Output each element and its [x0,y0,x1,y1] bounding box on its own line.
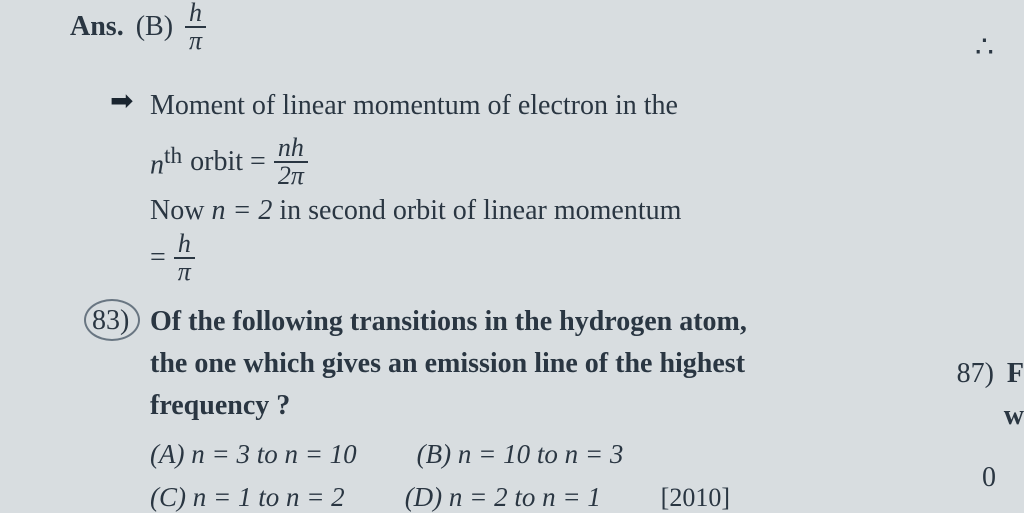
result-numerator: h [174,231,195,257]
question-year: [2010] [661,483,730,513]
orbit-numerator: nh [274,135,308,161]
result-denominator: π [174,257,195,285]
option-b: (B) n = 10 to n = 3 [417,439,624,470]
result-fraction: h π [174,231,195,285]
option-d: (D) n = 2 to n = 1 [405,482,601,513]
options-row-2: (C) n = 1 to n = 2 (D) n = 2 to n = 1 [70,482,860,513]
answer-label: Ans. [70,11,124,43]
partial-letter-f: F [1007,358,1024,390]
orbit-prefix-text: orbit = [190,146,266,178]
orbit-fraction: nh 2π [274,135,308,189]
option-c: (C) n = 1 to n = 2 [150,482,345,513]
main-column: Ans. (B) h π ➡ Moment of linear momentum… [40,0,860,513]
question-83: 83) Of the following transitions in the … [70,301,860,513]
now-pre: Now [150,195,211,226]
result-equation: = h π [70,231,860,285]
partial-letter-w: w [1004,400,1024,432]
equals-sign: = [150,242,166,274]
question-87-number: 87) [957,358,994,390]
orbit-n: nth [150,143,182,181]
therefore-symbol: ∴ [975,30,994,65]
right-column-partial: ∴ 87) F w 0 [894,0,1024,504]
question-number: 83) [92,305,129,337]
fraction-denominator: π [185,26,206,54]
partial-zero: 0 [982,462,996,494]
fraction-numerator: h [185,0,206,26]
solution-line-1: Moment of linear momentum of electron in… [70,84,860,129]
option-a: (A) n = 3 to n = 10 [150,439,357,470]
arrow-icon: ➡ [110,84,133,118]
now-line: Now n = 2 in second orbit of linear mome… [70,195,860,227]
answer-option: (B) [136,11,173,43]
orbit-equation: nth orbit = nh 2π [70,135,860,189]
solution-block: ➡ Moment of linear momentum of electron … [70,84,860,285]
question-text: Of the following transitions in the hydr… [70,301,860,427]
options-row-1: (A) n = 3 to n = 10 (B) n = 10 to n = 3 [70,439,860,470]
now-eq: n = 2 [211,195,272,226]
now-post: in second orbit of linear momentum [272,195,681,226]
answer-line: Ans. (B) h π [70,0,860,54]
page-container: Ans. (B) h π ➡ Moment of linear momentum… [0,0,1024,504]
orbit-denominator: 2π [274,161,308,189]
answer-fraction: h π [185,0,206,54]
